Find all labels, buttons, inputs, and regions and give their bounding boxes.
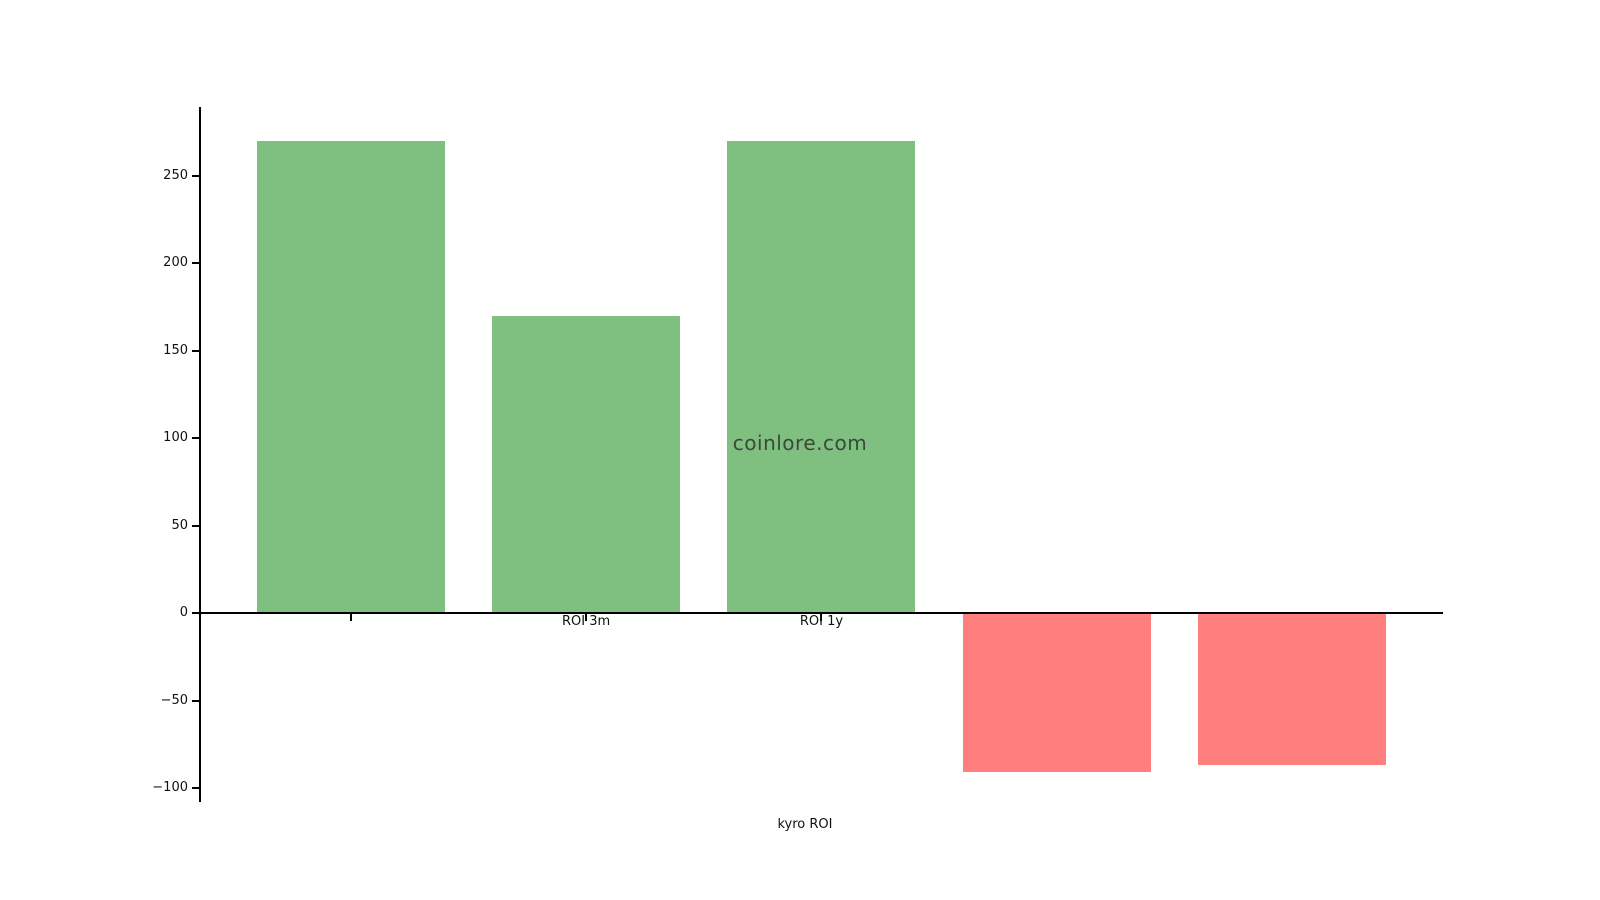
x-tick-mark (349, 613, 352, 621)
bar-negative (1198, 614, 1387, 765)
y-tick-label: −100 (152, 780, 188, 795)
y-tick-mark (192, 262, 200, 264)
y-tick-mark (192, 437, 200, 439)
y-tick-mark (192, 612, 200, 614)
x-tick-mark (820, 613, 823, 621)
bar-positive (256, 140, 445, 613)
y-tick-label: 100 (163, 430, 188, 445)
y-axis-spine (199, 107, 201, 802)
bar-positive (727, 140, 916, 613)
x-axis-title: kyro ROI (777, 817, 833, 832)
bar-negative (962, 614, 1151, 772)
y-tick-mark (192, 699, 200, 702)
y-tick-label: 150 (163, 342, 188, 358)
bar-positive (492, 315, 681, 613)
x-tick-mark (585, 613, 588, 621)
y-tick-label: 250 (163, 167, 188, 183)
x-tick-label: ROI 3m (561, 614, 611, 629)
watermark-text: coinlore.com (732, 431, 868, 455)
y-tick-mark (192, 174, 200, 177)
y-tick-mark (192, 787, 200, 789)
y-tick-label: −50 (160, 692, 188, 708)
y-tick-mark (192, 524, 200, 527)
y-tick-mark (192, 349, 200, 352)
y-tick-label: 200 (163, 255, 188, 270)
y-tick-label: 0 (179, 605, 188, 620)
x-tick-label: ROI 1y (799, 614, 844, 629)
y-tick-label: 50 (171, 517, 188, 533)
